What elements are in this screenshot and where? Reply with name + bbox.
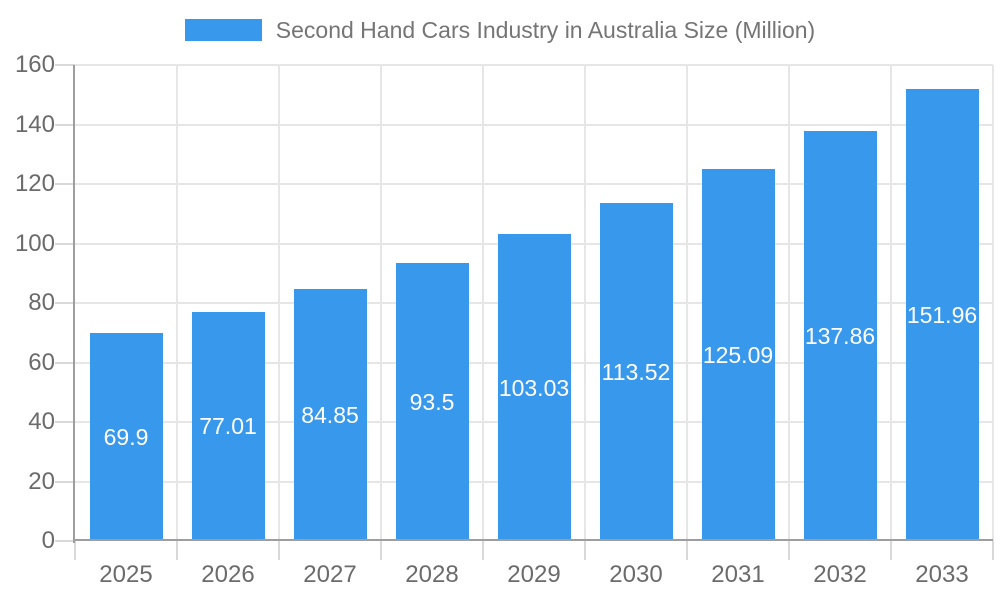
y-tick-label: 20 <box>28 467 55 495</box>
x-tick-label: 2033 <box>915 561 969 588</box>
gridline-horizontal <box>75 183 993 185</box>
gridline-vertical <box>992 65 994 541</box>
y-tick-label: 100 <box>14 229 55 257</box>
gridline-vertical <box>788 65 790 541</box>
bar-value-label: 125.09 <box>702 341 774 368</box>
y-axis-tick <box>55 64 75 66</box>
y-axis-tick <box>55 123 75 126</box>
bar[interactable]: 137.86 <box>803 130 877 541</box>
bar-value-label: 77.01 <box>199 413 257 440</box>
y-axis-tick <box>55 540 75 542</box>
x-axis-tick <box>380 541 382 560</box>
y-tick-label: 140 <box>14 110 55 138</box>
gridline-vertical <box>176 65 178 541</box>
bar-value-label: 137.86 <box>804 322 876 349</box>
y-tick-label: 120 <box>14 170 55 197</box>
bar-value-label: 151.96 <box>906 301 978 328</box>
y-tick-label: 60 <box>28 348 55 376</box>
bar[interactable]: 77.01 <box>191 311 265 541</box>
x-axis-tick <box>584 541 586 560</box>
x-tick-label: 2028 <box>405 561 459 588</box>
y-axis-line <box>73 65 75 543</box>
bar[interactable]: 84.85 <box>293 288 367 541</box>
bar-value-label: 84.85 <box>301 401 359 428</box>
gridline-vertical <box>278 65 280 541</box>
x-tick-label: 2031 <box>711 561 765 588</box>
chart-legend[interactable]: Second Hand Cars Industry in Australia S… <box>0 16 1000 44</box>
bar[interactable]: 113.52 <box>599 203 673 541</box>
bar-value-label: 113.52 <box>601 359 671 386</box>
bar-value-label: 93.5 <box>409 388 455 415</box>
y-axis-tick <box>55 480 75 483</box>
x-axis-tick <box>278 541 280 560</box>
x-axis-tick <box>788 541 790 560</box>
x-tick-label: 2027 <box>303 561 357 588</box>
bar-value-label: 103.03 <box>498 374 570 401</box>
gridline-vertical <box>584 65 586 541</box>
x-tick-label: 2029 <box>507 561 561 588</box>
bar[interactable]: 151.96 <box>905 88 979 541</box>
x-tick-label: 2026 <box>201 561 255 588</box>
y-tick-label: 80 <box>28 289 55 316</box>
bar-value-label: 69.9 <box>103 424 149 451</box>
x-axis-tick <box>176 541 178 560</box>
bar[interactable]: 125.09 <box>701 168 775 541</box>
y-axis-tick <box>55 361 75 364</box>
gridline-vertical <box>686 65 688 541</box>
x-tick-label: 2030 <box>609 561 663 588</box>
x-tick-label: 2032 <box>813 561 867 588</box>
gridline-vertical <box>482 65 484 541</box>
gridline-vertical <box>890 65 892 541</box>
x-axis-tick <box>74 541 76 560</box>
x-axis-line <box>73 539 993 541</box>
x-tick-label: 2025 <box>99 561 153 588</box>
gridline-horizontal <box>75 123 993 126</box>
y-axis-tick <box>55 302 75 304</box>
gridline-vertical <box>380 65 382 541</box>
x-axis-tick <box>686 541 688 560</box>
y-tick-label: 40 <box>28 408 55 435</box>
x-axis-tick <box>482 541 484 560</box>
y-axis-tick <box>55 242 75 245</box>
bar[interactable]: 103.03 <box>497 234 571 541</box>
legend-label: Second Hand Cars Industry in Australia S… <box>275 17 816 43</box>
y-tick-label: 160 <box>14 51 55 78</box>
x-axis-tick <box>890 541 892 560</box>
x-axis-tick <box>992 541 994 560</box>
bar[interactable]: 69.9 <box>89 333 163 541</box>
y-tick-label: 0 <box>41 527 55 554</box>
bar[interactable]: 93.5 <box>395 262 469 541</box>
y-axis-tick <box>55 183 75 185</box>
legend-swatch-icon <box>184 19 262 41</box>
gridline-horizontal <box>75 64 993 66</box>
y-axis-tick <box>55 421 75 423</box>
